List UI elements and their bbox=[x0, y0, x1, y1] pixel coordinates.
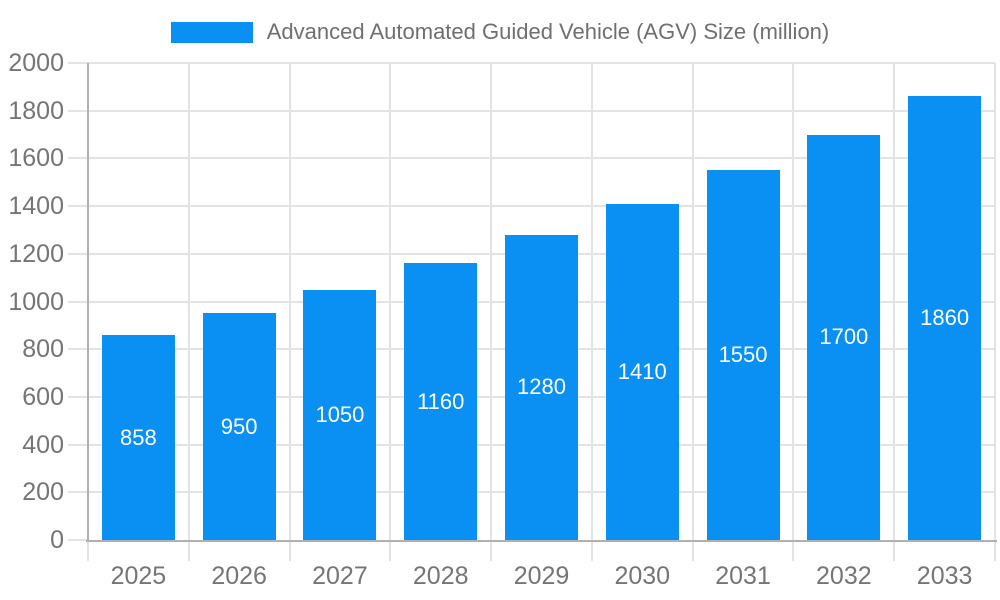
x-gridline bbox=[187, 63, 190, 540]
y-axis-label: 400 bbox=[22, 430, 64, 459]
y-axis-tick bbox=[68, 539, 88, 541]
x-axis-label: 2032 bbox=[816, 562, 872, 590]
x-axis-label: 2031 bbox=[715, 562, 771, 590]
y-axis-line bbox=[87, 63, 89, 542]
y-axis-tick bbox=[68, 109, 88, 112]
x-axis-label: 2029 bbox=[513, 562, 570, 590]
y-axis-tick bbox=[68, 252, 88, 255]
x-axis-tick bbox=[691, 542, 694, 561]
y-axis-label: 600 bbox=[22, 382, 64, 411]
x-axis-label: 2025 bbox=[110, 562, 167, 590]
y-axis-label: 1200 bbox=[8, 239, 64, 268]
y-axis-tick bbox=[68, 491, 88, 494]
y-axis-label: 1600 bbox=[8, 144, 64, 173]
bar-2030[interactable] bbox=[605, 203, 679, 540]
y-axis-tick bbox=[68, 300, 88, 303]
bar-2029[interactable] bbox=[505, 234, 578, 540]
y-axis-label: 1400 bbox=[8, 192, 64, 221]
x-gridline bbox=[490, 63, 493, 540]
x-gridline bbox=[288, 63, 291, 540]
y-axis-tick bbox=[68, 348, 88, 351]
x-axis-tick bbox=[87, 542, 89, 561]
x-axis-tick bbox=[288, 542, 291, 561]
x-axis-label: 2026 bbox=[211, 562, 267, 590]
x-axis-tick bbox=[994, 542, 996, 561]
x-axis-tick bbox=[893, 542, 896, 561]
y-axis-label: 200 bbox=[22, 478, 64, 507]
bar-2033[interactable] bbox=[908, 96, 982, 540]
y-axis-tick bbox=[68, 205, 88, 208]
x-gridline bbox=[792, 63, 795, 540]
x-gridline bbox=[691, 63, 694, 540]
y-gridline bbox=[88, 62, 995, 64]
x-axis-label: 2028 bbox=[412, 562, 469, 590]
y-axis-tick bbox=[68, 62, 88, 64]
legend[interactable]: Advanced Automated Guided Vehicle (AGV) … bbox=[0, 17, 1000, 47]
y-gridline bbox=[88, 157, 995, 160]
y-axis-label: 1800 bbox=[8, 96, 64, 125]
bar-2028[interactable] bbox=[404, 263, 478, 540]
y-axis-label: 2000 bbox=[8, 49, 64, 77]
bar-2031[interactable] bbox=[706, 170, 780, 540]
x-axis-tick bbox=[187, 542, 190, 561]
y-axis-label: 800 bbox=[22, 335, 64, 364]
y-gridline bbox=[88, 205, 995, 208]
y-axis-tick bbox=[68, 157, 88, 160]
bar-2027[interactable] bbox=[303, 289, 377, 540]
x-axis-label: 2033 bbox=[916, 562, 973, 590]
bar-2032[interactable] bbox=[807, 134, 881, 540]
y-axis-tick bbox=[68, 395, 88, 398]
x-gridline bbox=[389, 63, 392, 540]
x-axis-label: 2027 bbox=[312, 562, 368, 590]
x-gridline bbox=[994, 63, 996, 540]
y-axis-tick bbox=[68, 443, 88, 446]
y-axis-label: 0 bbox=[50, 526, 64, 554]
x-axis-line bbox=[86, 540, 997, 542]
y-axis-label: 1000 bbox=[8, 287, 64, 316]
x-axis-tick bbox=[490, 542, 493, 561]
y-gridline bbox=[88, 109, 995, 112]
x-axis-tick bbox=[389, 542, 392, 561]
x-gridline bbox=[893, 63, 896, 540]
bar-2025[interactable] bbox=[101, 335, 175, 540]
x-axis-tick bbox=[792, 542, 795, 561]
x-axis-tick bbox=[590, 542, 593, 561]
legend-label: Advanced Automated Guided Vehicle (AGV) … bbox=[266, 19, 830, 44]
x-axis-label: 2030 bbox=[614, 562, 671, 590]
bar-2026[interactable] bbox=[202, 313, 276, 540]
x-gridline bbox=[590, 63, 593, 540]
legend-swatch bbox=[170, 21, 253, 43]
